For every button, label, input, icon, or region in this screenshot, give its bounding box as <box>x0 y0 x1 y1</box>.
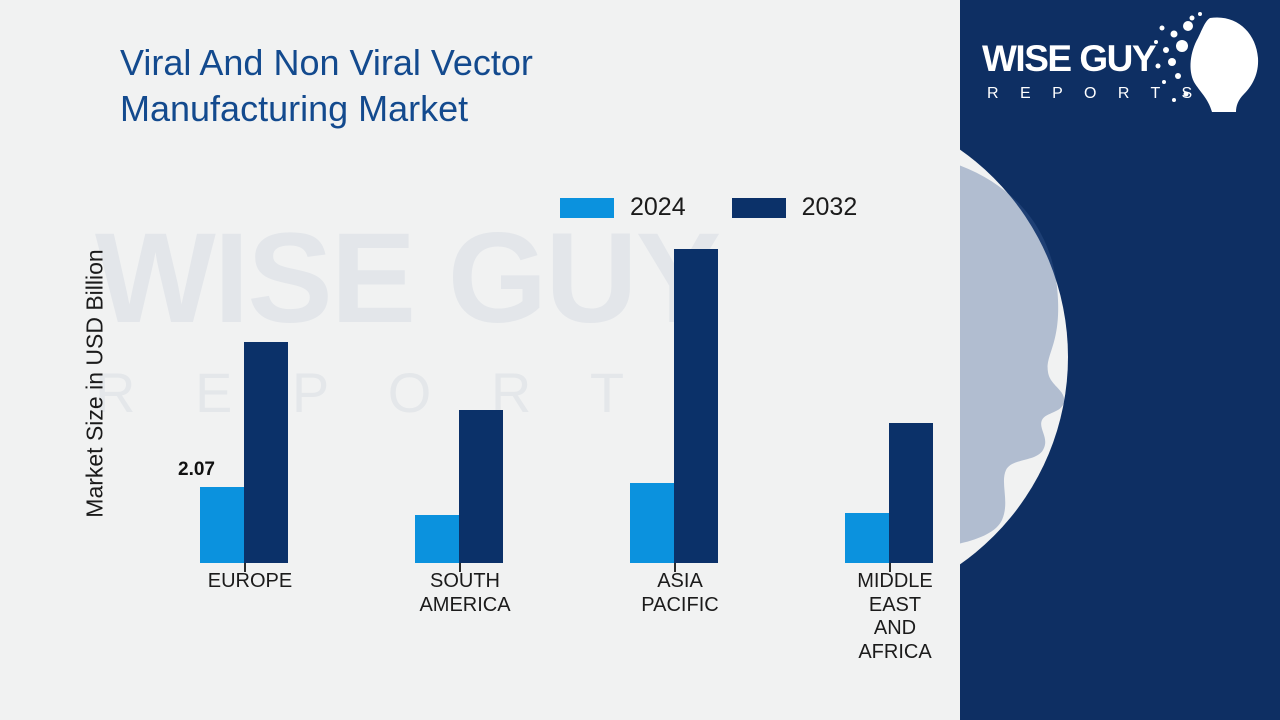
bar-pair <box>630 150 718 563</box>
legend-item-2024[interactable]: 2024 <box>560 193 686 222</box>
x-axis-category-label: ASIA PACIFIC <box>641 570 719 616</box>
legend-swatch-2032 <box>731 197 786 218</box>
logo-head-dots-icon <box>1154 12 1259 112</box>
page-title: Viral And Non Viral Vector Manufacturing… <box>120 42 533 130</box>
bar-2024[interactable] <box>200 487 244 563</box>
bar-2024[interactable] <box>415 514 459 563</box>
y-axis-label: Market Size in USD Billion <box>81 249 108 518</box>
bar-pair <box>845 150 933 563</box>
bar-group: MIDDLE EAST AND AFRICA <box>805 150 985 663</box>
x-axis-category-label: SOUTH AMERICA <box>419 570 511 616</box>
axis-tick <box>674 563 676 572</box>
axis-tick <box>244 563 246 572</box>
bar-group: ASIA PACIFIC <box>590 150 770 616</box>
bar-pair <box>415 150 503 563</box>
bar-group: SOUTH AMERICA <box>375 150 555 616</box>
bar-2032[interactable] <box>459 409 503 563</box>
x-axis-category-label: MIDDLE EAST AND AFRICA <box>857 570 933 663</box>
legend-label-2032: 2032 <box>801 193 858 221</box>
axis-tick <box>459 563 461 572</box>
legend-label-2024: 2024 <box>630 193 686 221</box>
head-silhouette-icon <box>960 165 1065 544</box>
legend-item-2032[interactable]: 2032 <box>731 193 858 222</box>
bar-value-label: 2.07 <box>178 459 215 481</box>
plot-area: 2.07 EUROPE SOUTH AMERICA ASIA PACIFIC MIDDLE E… <box>130 150 940 663</box>
axis-tick <box>889 563 891 572</box>
x-axis-category-label: EUROPE <box>207 570 293 592</box>
brand-panel: WISE GUY R E P O R T S <box>960 0 1280 720</box>
bar-2024[interactable] <box>845 513 889 563</box>
chart-legend: 2024 2032 <box>560 193 857 222</box>
brand-logo: WISE GUY R E P O R T S <box>982 40 1262 102</box>
legend-swatch-2024 <box>560 197 614 218</box>
bar-2032[interactable] <box>889 423 933 563</box>
brand-logo-secondary-text: R E P O R T S <box>987 85 1201 102</box>
bar-pair <box>200 150 288 563</box>
bar-2032[interactable] <box>674 249 718 563</box>
bar-2032[interactable] <box>244 342 288 563</box>
brand-logo-primary-text: WISE GUY <box>982 38 1157 79</box>
bar-group: 2.07 EUROPE <box>160 150 340 592</box>
bar-2024[interactable] <box>630 482 674 563</box>
